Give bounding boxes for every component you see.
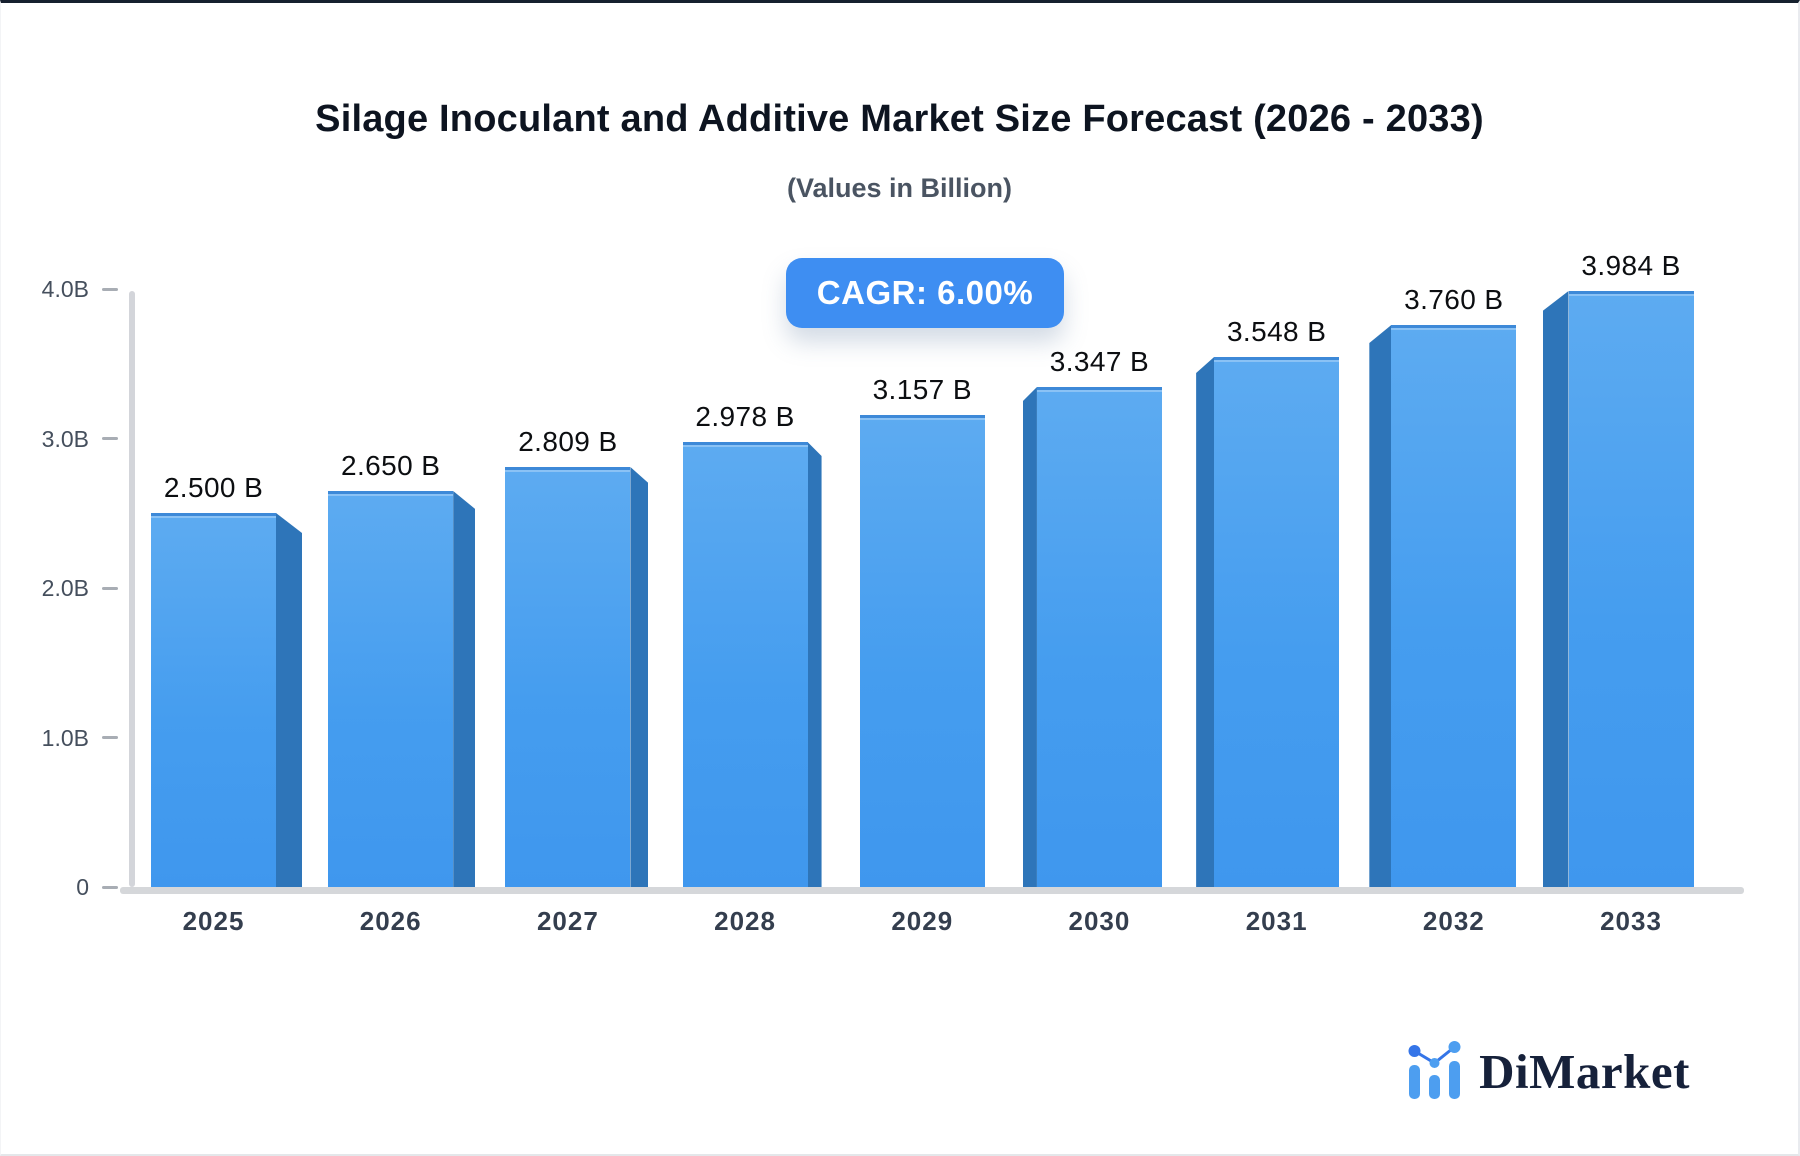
y-tick-label-3.0B: 3.0B [41, 425, 89, 452]
bar-front-face [1036, 387, 1162, 887]
bar-2033 [1542, 291, 1694, 887]
dimarket-logo: DiMarket [1407, 1039, 1690, 1103]
bar-front-face [1568, 291, 1694, 887]
bar-side-face [276, 513, 302, 887]
bar-2025 [151, 513, 302, 887]
bar-side-face [1022, 387, 1037, 887]
x-axis-label-2027: 2027 [536, 906, 599, 936]
bar-side-face [1369, 325, 1392, 887]
logo-dot-left [1408, 1045, 1421, 1057]
y-tick-mark-4.0B [102, 287, 118, 291]
x-axis-label-2033: 2033 [1600, 906, 1662, 936]
bar-side-face [453, 491, 476, 887]
bar-value-label-2029: 3.157 B [872, 374, 972, 405]
bar-value-label-2032: 3.760 B [1404, 284, 1504, 315]
bar-2029 [859, 415, 985, 887]
bar-side-face [630, 467, 649, 887]
y-axis-line [129, 291, 135, 887]
bar-side-face [1542, 291, 1569, 887]
bar-value-label-2025: 2.500 B [163, 472, 264, 503]
bar-2027 [505, 467, 649, 887]
logo-bar-right [1449, 1061, 1461, 1099]
bar-value-label-2030: 3.347 B [1049, 346, 1150, 377]
logo-text: DiMarket [1479, 1043, 1690, 1099]
bar-value-label-2028: 2.978 B [695, 401, 795, 432]
bar-2031 [1196, 357, 1340, 887]
bar-front-face [859, 415, 985, 887]
cagr-badge-label: CAGR: 6.00% [816, 274, 1034, 311]
bar-side-face [1196, 357, 1215, 887]
y-tick-label-0: 0 [76, 874, 89, 900]
page-title: Silage Inoculant and Additive Market Siz… [315, 98, 1484, 140]
y-tick-mark-3.0B [102, 437, 118, 440]
x-axis-label-2028: 2028 [714, 906, 776, 936]
bar-front-face [682, 442, 808, 887]
bar-front-face [328, 491, 454, 887]
x-axis-label-2026: 2026 [359, 906, 422, 936]
bar-2030 [1022, 387, 1162, 887]
bar-front-face [1391, 325, 1517, 887]
logo-bar-left [1409, 1065, 1421, 1099]
x-axis-baseline [120, 887, 1744, 894]
bar-value-label-2027: 2.809 B [518, 426, 618, 457]
bar-value-label-2033: 3.984 B [1581, 250, 1681, 281]
y-tick-label-1.0B: 1.0B [41, 724, 89, 751]
y-tick-label-2.0B: 2.0B [41, 575, 89, 601]
bar-2028 [682, 442, 822, 887]
y-tick-label-4.0B: 4.0B [41, 276, 89, 302]
bar-2026 [328, 491, 476, 887]
chart-area: 4.0B 3.0B 2.0B 1.0B 0 2.500 B 2025 2.650 B 2026 2… [1, 3, 1798, 1154]
cagr-badge: CAGR: 6.00% [786, 258, 1064, 328]
bar-side-face [807, 442, 822, 887]
y-tick-mark-1.0B [102, 736, 118, 739]
bar-front-face [1214, 357, 1340, 887]
bar-value-label-2026: 2.650 B [341, 450, 441, 481]
mini-bar-chart-icon [1408, 1041, 1461, 1099]
bar-2032 [1369, 325, 1517, 887]
logo-dot-right [1448, 1041, 1461, 1053]
x-axis-label-2032: 2032 [1422, 906, 1485, 936]
y-tick-mark-0 [102, 885, 118, 889]
x-axis-label-2025: 2025 [182, 906, 245, 936]
y-tick-mark-2.0B [102, 586, 118, 590]
logo-bar-middle [1429, 1075, 1441, 1099]
bar-front-face [151, 513, 276, 887]
bar-value-label-2031: 3.548 B [1226, 316, 1327, 347]
page-subtitle: (Values in Billion) [786, 173, 1013, 203]
x-axis-label-2030: 2030 [1068, 906, 1131, 936]
logo-dot-middle [1429, 1058, 1440, 1068]
bar-front-face [505, 467, 631, 887]
x-axis-label-2031: 2031 [1245, 906, 1308, 936]
x-axis-label-2029: 2029 [891, 906, 954, 936]
